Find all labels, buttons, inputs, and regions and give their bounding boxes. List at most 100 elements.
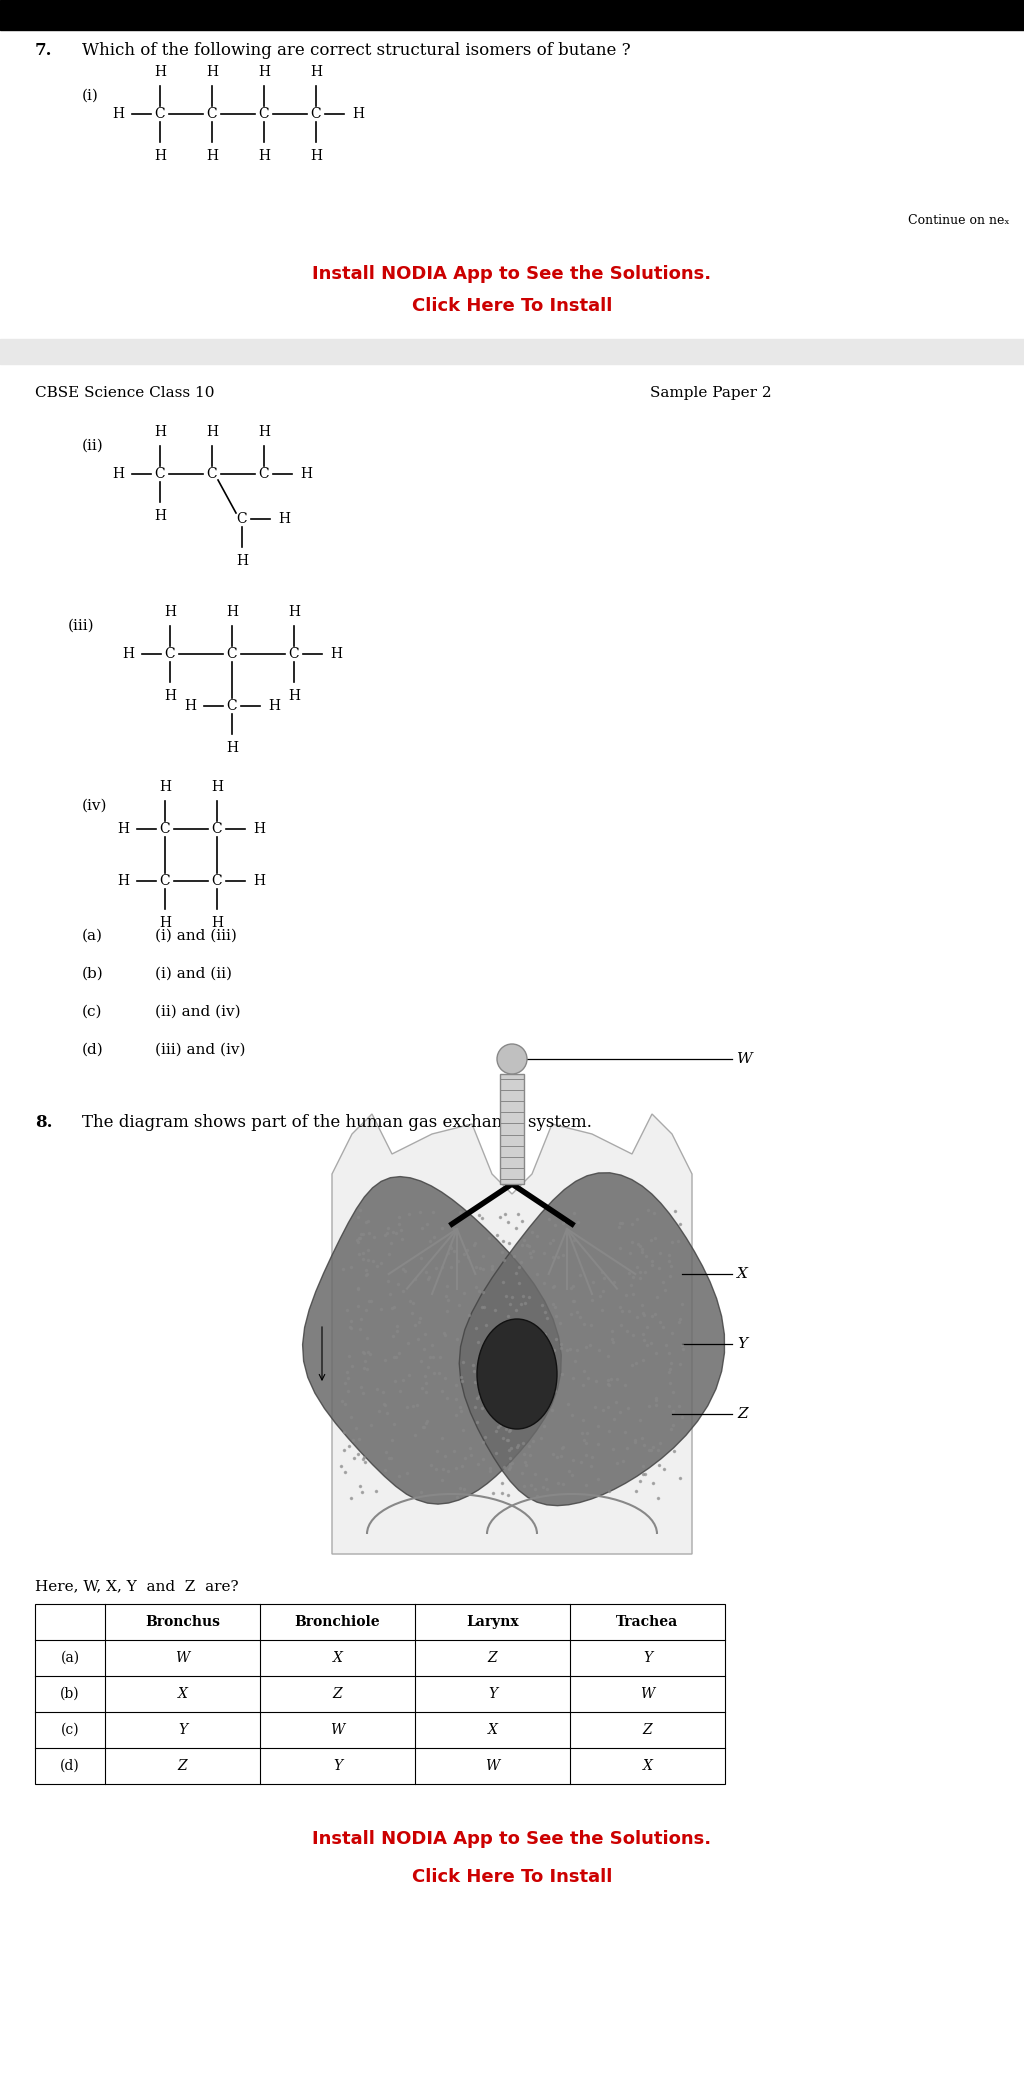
Text: H: H — [258, 65, 270, 79]
Text: X: X — [333, 1651, 342, 1665]
Text: H: H — [310, 65, 322, 79]
Text: (b): (b) — [82, 967, 103, 982]
Text: C: C — [160, 821, 170, 836]
Text: H: H — [211, 917, 223, 929]
Bar — [0, 0, 1024, 29]
Text: H: H — [159, 779, 171, 794]
Text: H: H — [112, 467, 124, 481]
Text: Y: Y — [737, 1338, 748, 1350]
Text: Y: Y — [333, 1759, 342, 1773]
Text: Bronchus: Bronchus — [145, 1615, 220, 1630]
Text: H: H — [226, 742, 238, 754]
Text: Click Here To Install: Click Here To Install — [412, 298, 612, 315]
Text: H: H — [288, 690, 300, 702]
Text: C: C — [259, 467, 269, 481]
Text: (i) and (ii): (i) and (ii) — [155, 967, 232, 982]
Text: H: H — [154, 508, 166, 523]
Text: (a): (a) — [82, 929, 103, 942]
Text: H: H — [310, 148, 322, 163]
Text: H: H — [164, 604, 176, 619]
Text: C: C — [160, 873, 170, 888]
Text: Sample Paper 2: Sample Paper 2 — [650, 386, 772, 400]
Text: 7.: 7. — [35, 42, 52, 58]
Text: X: X — [177, 1688, 187, 1701]
Ellipse shape — [477, 1319, 557, 1430]
Text: (iv): (iv) — [82, 798, 108, 813]
Text: W: W — [331, 1723, 345, 1736]
Text: H: H — [211, 779, 223, 794]
Text: H: H — [184, 698, 196, 713]
Text: C: C — [259, 106, 269, 121]
Text: C: C — [155, 467, 165, 481]
Text: Here, W, X, Y  and  Z  are?: Here, W, X, Y and Z are? — [35, 1580, 239, 1592]
Text: H: H — [258, 425, 270, 440]
Text: Install NODIA App to See the Solutions.: Install NODIA App to See the Solutions. — [312, 1830, 712, 1849]
Text: H: H — [226, 604, 238, 619]
Text: Y: Y — [178, 1723, 187, 1736]
Text: C: C — [237, 513, 248, 525]
Text: Which of the following are correct structural isomers of butane ?: Which of the following are correct struc… — [82, 42, 631, 58]
Text: W: W — [737, 1052, 753, 1067]
Text: X: X — [487, 1723, 498, 1736]
Text: H: H — [159, 917, 171, 929]
Text: (c): (c) — [60, 1723, 79, 1736]
Text: H: H — [206, 425, 218, 440]
Text: CBSE Science Class 10: CBSE Science Class 10 — [35, 386, 214, 400]
Text: H: H — [154, 425, 166, 440]
Text: C: C — [155, 106, 165, 121]
Text: C: C — [165, 646, 175, 661]
Text: H: H — [253, 873, 265, 888]
Text: H: H — [154, 148, 166, 163]
Text: C: C — [207, 467, 217, 481]
Text: (ii): (ii) — [82, 440, 103, 452]
Text: X: X — [737, 1267, 748, 1282]
Text: H: H — [300, 467, 312, 481]
Text: Trachea: Trachea — [616, 1615, 679, 1630]
Text: Z: Z — [737, 1407, 748, 1421]
Text: H: H — [154, 65, 166, 79]
Polygon shape — [303, 1177, 561, 1505]
Text: Z: Z — [643, 1723, 652, 1736]
Text: W: W — [485, 1759, 500, 1773]
Text: H: H — [164, 690, 176, 702]
Text: (ii) and (iv): (ii) and (iv) — [155, 1004, 241, 1019]
Text: H: H — [236, 554, 248, 569]
Text: The diagram shows part of the human gas exchange system.: The diagram shows part of the human gas … — [82, 1115, 592, 1132]
Text: (a): (a) — [60, 1651, 80, 1665]
Text: W: W — [640, 1688, 654, 1701]
Polygon shape — [332, 1115, 692, 1555]
Text: Y: Y — [488, 1688, 497, 1701]
Text: W: W — [175, 1651, 189, 1665]
Text: Z: Z — [178, 1759, 187, 1773]
Text: Continue on neₓ: Continue on neₓ — [908, 215, 1010, 227]
Text: Bronchiole: Bronchiole — [295, 1615, 380, 1630]
Text: H: H — [268, 698, 280, 713]
Text: C: C — [212, 873, 222, 888]
Text: Click Here To Install: Click Here To Install — [412, 1867, 612, 1886]
Text: C: C — [212, 821, 222, 836]
Text: Install NODIA App to See the Solutions.: Install NODIA App to See the Solutions. — [312, 265, 712, 283]
Text: C: C — [310, 106, 322, 121]
Text: H: H — [117, 821, 129, 836]
Text: (c): (c) — [82, 1004, 102, 1019]
Text: H: H — [352, 106, 364, 121]
Text: (i): (i) — [82, 90, 99, 102]
Text: (d): (d) — [82, 1042, 103, 1057]
Text: Z: Z — [333, 1688, 342, 1701]
Text: H: H — [330, 646, 342, 661]
Text: H: H — [206, 65, 218, 79]
Text: H: H — [206, 148, 218, 163]
Text: C: C — [226, 646, 238, 661]
Text: 8.: 8. — [35, 1115, 52, 1132]
Text: H: H — [122, 646, 134, 661]
Text: H: H — [117, 873, 129, 888]
Bar — [35, 1605, 725, 1784]
Text: H: H — [288, 604, 300, 619]
Text: (d): (d) — [60, 1759, 80, 1773]
Text: H: H — [278, 513, 290, 525]
Text: Y: Y — [643, 1651, 652, 1665]
Bar — [500, 1073, 524, 1184]
Text: C: C — [226, 698, 238, 713]
Text: (i) and (iii): (i) and (iii) — [155, 929, 237, 942]
Text: H: H — [112, 106, 124, 121]
